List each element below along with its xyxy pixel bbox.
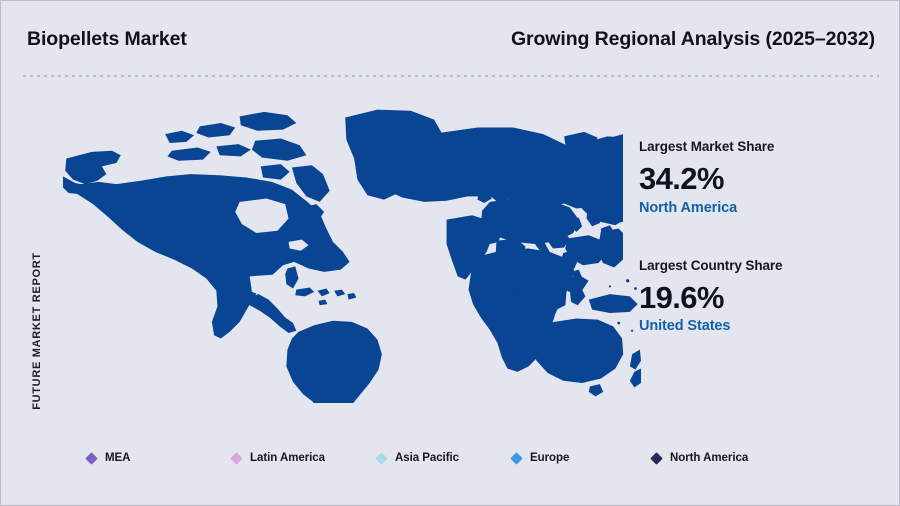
legend: MEA Latin America Asia Pacific Europe No… (85, 447, 787, 469)
stat-region: United States (639, 318, 731, 335)
stat-region: North America (639, 199, 738, 216)
stats-panel: Largest Market Share 34.2% North America… (639, 139, 889, 334)
brand-rail: FUTURE MARKET REPORT (27, 236, 47, 426)
page-title: Biopellets Market (27, 27, 187, 50)
stat-largest-market-share: Largest Market Share 34.2% North America (639, 139, 889, 216)
legend-item-latin-america: Latin America (230, 447, 325, 469)
legend-label: MEA (105, 452, 131, 464)
header-subtitle: Growing Regional Analysis (2025–2032) (510, 27, 875, 50)
legend-item-europe: Europe (510, 447, 570, 469)
stat-label: Largest Market Share (639, 139, 775, 154)
brand-rail-label: FUTURE MARKET REPORT (31, 252, 43, 410)
header-divider (23, 75, 879, 77)
stat-label: Largest Country Share (639, 257, 783, 273)
legend-marker-diamond-icon (230, 451, 243, 465)
legend-label: Asia Pacific (395, 452, 459, 464)
legend-item-mea: MEA (85, 447, 131, 469)
legend-marker-diamond-icon (510, 451, 523, 465)
legend-label: Latin America (250, 452, 325, 464)
legend-item-asia-pacific: Asia Pacific (375, 447, 459, 469)
legend-marker-diamond-icon (85, 451, 98, 465)
legend-marker-diamond-icon (375, 451, 388, 465)
asia-land-group (367, 127, 641, 397)
header: Biopellets Market Growing Regional Analy… (1, 1, 899, 77)
legend-label: Europe (530, 452, 570, 464)
stat-largest-country-share: Largest Country Share 19.6% United State… (639, 258, 889, 335)
asia-oceania-map (301, 93, 641, 403)
legend-label: North America (670, 452, 749, 464)
asia-oceania-svg (367, 127, 641, 397)
stat-value: 19.6% (639, 279, 725, 315)
legend-marker-diamond-icon (650, 451, 663, 465)
stat-value: 34.2% (639, 161, 725, 196)
legend-item-north-america: North America (650, 447, 749, 469)
